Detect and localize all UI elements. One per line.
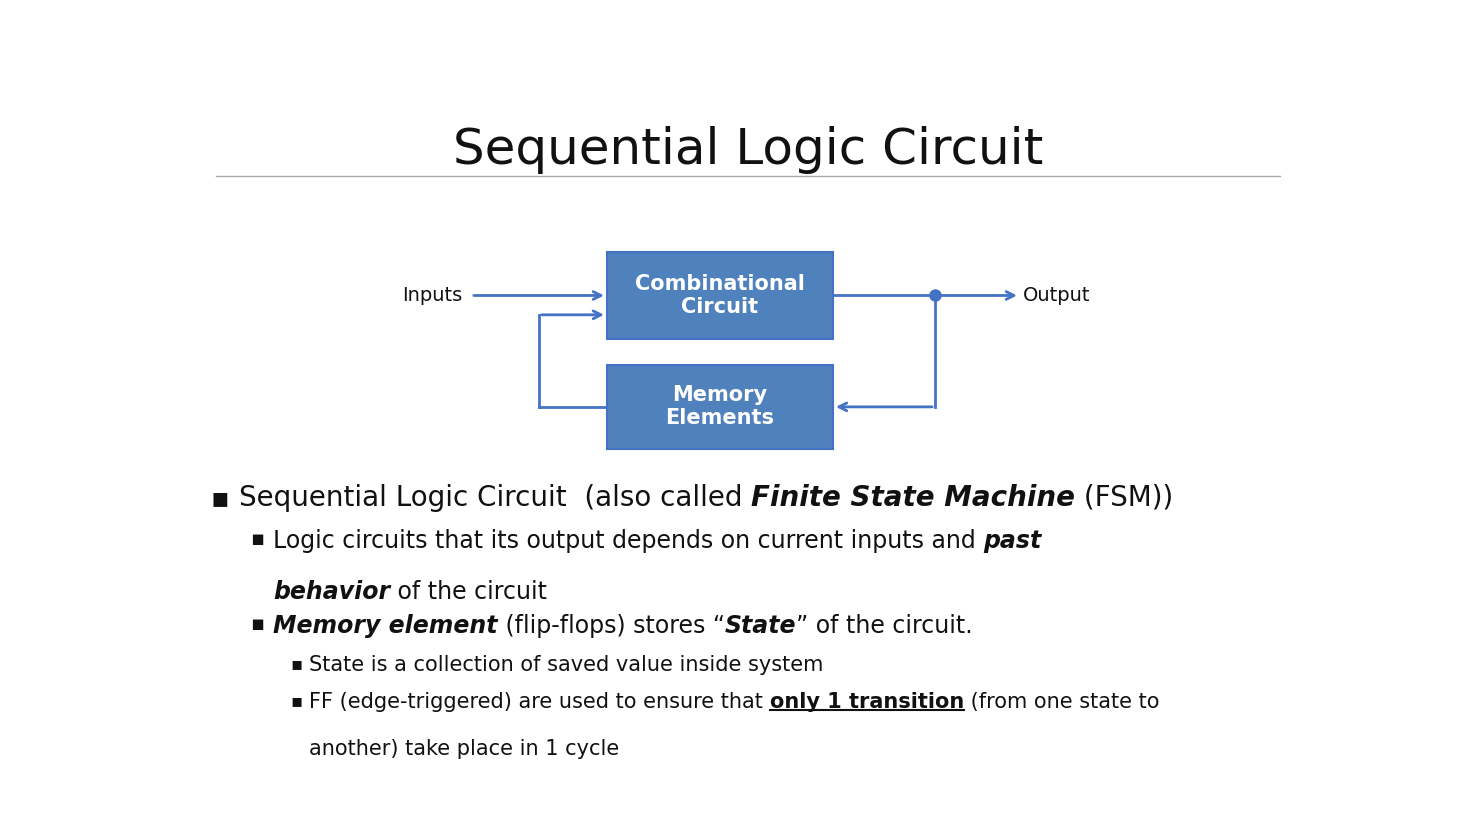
Text: past: past — [983, 529, 1041, 553]
Text: Inputs: Inputs — [402, 286, 461, 305]
Text: behavior: behavior — [273, 580, 390, 604]
Text: Memory element: Memory element — [273, 615, 498, 638]
Text: Output: Output — [1023, 286, 1091, 305]
Text: Sequential Logic Circuit: Sequential Logic Circuit — [453, 126, 1044, 174]
Text: Combinational
Circuit: Combinational Circuit — [635, 274, 804, 317]
Text: ▪: ▪ — [291, 692, 302, 710]
Text: Logic circuits that its output depends on current inputs and: Logic circuits that its output depends o… — [273, 529, 983, 553]
Text: ▪: ▪ — [251, 529, 264, 549]
Text: ” of the circuit.: ” of the circuit. — [796, 615, 972, 638]
Text: (from one state to: (from one state to — [964, 692, 1159, 711]
Text: (FSM)): (FSM)) — [1076, 484, 1174, 512]
Text: another) take place in 1 cycle: another) take place in 1 cycle — [310, 739, 619, 759]
FancyBboxPatch shape — [607, 252, 834, 339]
Text: State: State — [724, 615, 796, 638]
Text: Memory
Elements: Memory Elements — [666, 385, 774, 429]
Text: ▪: ▪ — [251, 615, 264, 634]
Text: State is a collection of saved value inside system: State is a collection of saved value ins… — [310, 655, 823, 676]
Text: ▪: ▪ — [210, 484, 229, 512]
Text: ▪: ▪ — [291, 655, 302, 673]
Text: of the circuit: of the circuit — [390, 580, 548, 604]
Text: FF (edge-triggered) are used to ensure that: FF (edge-triggered) are used to ensure t… — [310, 692, 769, 711]
Text: only 1 transition: only 1 transition — [769, 692, 964, 711]
Text: Finite State Machine: Finite State Machine — [752, 484, 1076, 512]
FancyBboxPatch shape — [607, 364, 834, 449]
Text: Sequential Logic Circuit  (also called: Sequential Logic Circuit (also called — [239, 484, 752, 512]
Text: (flip-flops) stores “: (flip-flops) stores “ — [498, 615, 724, 638]
